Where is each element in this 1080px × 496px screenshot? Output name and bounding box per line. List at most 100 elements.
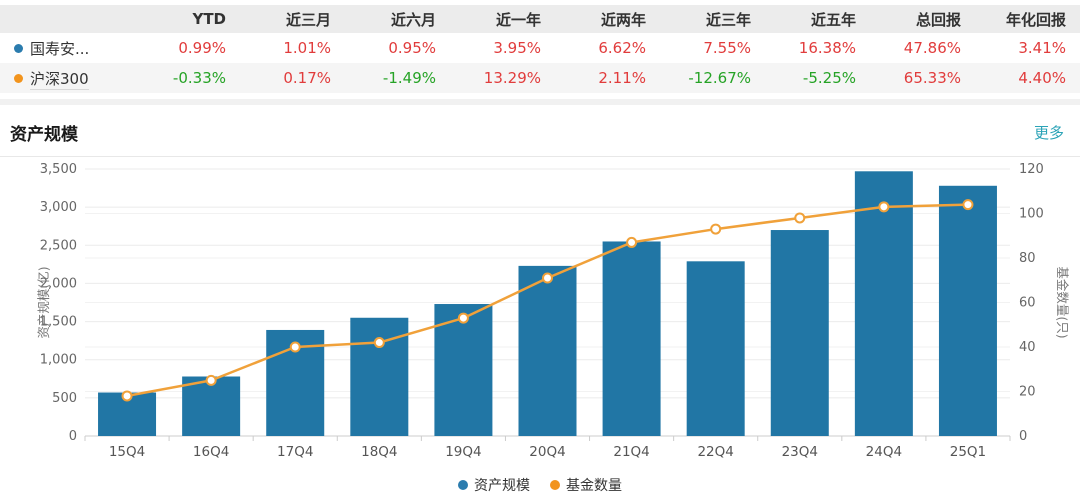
x-axis-label: 16Q4	[193, 444, 229, 460]
left-axis-title: 资产规模(亿)	[36, 266, 51, 338]
legend-item[interactable]: 资产规模	[458, 475, 530, 495]
asset-scale-card: 资产规模 更多 0 500 1,000 1,500 2,000 2,500 3,000 3,5…	[0, 105, 1080, 496]
column-header: 近六月	[345, 5, 450, 33]
right-axis-tick-label: 100	[1019, 207, 1044, 222]
more-link[interactable]: 更多	[1033, 124, 1064, 142]
table-row: 国寿安... 0.99% 1.01% 0.95% 3.95% 6.62% 7.55% 16.3…	[0, 33, 1080, 63]
line-marker	[962, 199, 974, 211]
legend-dot-icon	[550, 480, 560, 490]
column-header: 近两年	[555, 5, 660, 33]
performance-value-cell: -5.25%	[765, 63, 870, 93]
legend-dot-icon	[458, 480, 468, 490]
right-axis-tick-label: 80	[1019, 251, 1036, 266]
performance-value-cell: 0.95%	[388, 39, 436, 57]
right-axis-tick-label: 60	[1019, 296, 1036, 311]
line-marker	[542, 272, 553, 284]
right-axis-tick-label: 120	[1019, 162, 1044, 177]
right-axis-title: 基金数量(只)	[1055, 266, 1070, 338]
series-name-label: 国寿安...	[30, 39, 90, 58]
x-axis-label: 17Q4	[277, 444, 313, 460]
left-axis-tick-label: 2,500	[40, 238, 77, 253]
performance-value-cell: -12.67%	[660, 63, 765, 93]
bar	[518, 265, 577, 436]
performance-value-cell: 6.62%	[598, 39, 646, 57]
legend-label: 基金数量	[566, 478, 622, 494]
performance-value-cell: 47.86%	[903, 39, 961, 57]
column-header: 近五年	[765, 5, 870, 33]
combo-chart-svg: 0 500 1,000 1,500 2,000 2,500 3,000 3,500 0 20 40 6…	[36, 162, 1070, 460]
performance-value-cell: 0.17%	[240, 63, 345, 93]
bar	[434, 304, 493, 436]
line-marker	[373, 337, 385, 349]
left-axis-tick-label: 1,500	[40, 315, 77, 330]
x-axis-label: 20Q4	[529, 444, 565, 460]
line-marker	[878, 201, 890, 213]
column-header-name	[0, 5, 135, 33]
left-axis-tick-label: 500	[52, 391, 77, 406]
x-axis-label: 25Q1	[950, 444, 986, 460]
x-axis-label: 23Q4	[782, 444, 818, 460]
performance-value-cell: 16.38%	[798, 39, 856, 57]
line-marker	[626, 236, 638, 248]
performance-value-cell: 2.11%	[555, 63, 660, 93]
bar	[938, 185, 997, 436]
x-axis-label: 22Q4	[697, 444, 733, 460]
series-name-cell: 国寿安...	[0, 33, 135, 63]
performance-value-cell: -1.49%	[345, 63, 450, 93]
line-marker	[289, 341, 301, 353]
line-marker	[710, 223, 722, 235]
bar	[770, 230, 829, 436]
section-divider	[0, 99, 1080, 105]
legend-item[interactable]: 基金数量	[550, 475, 622, 495]
right-axis-tick-label: 40	[1019, 340, 1036, 355]
column-header: YTD	[135, 5, 240, 33]
column-header: 近三年	[660, 5, 765, 33]
bar	[686, 261, 745, 436]
performance-value-cell: 3.95%	[493, 39, 541, 57]
x-axis-label: 18Q4	[361, 444, 397, 460]
column-header: 近三月	[240, 5, 345, 33]
performance-value-cell: 13.29%	[450, 63, 555, 93]
page-title: 资产规模	[10, 125, 78, 145]
performance-table: YTD 近三月 近六月 近一年 近两年 近三年 近五年 总回报 年化回报 国寿安... 0.99%…	[0, 5, 1080, 93]
performance-value-cell: 65.33%	[870, 63, 975, 93]
performance-value-cell: -0.33%	[135, 63, 240, 93]
column-header: 近一年	[450, 5, 555, 33]
right-axis-tick-label: 20	[1019, 385, 1036, 400]
bar	[182, 376, 241, 436]
performance-value-cell: 0.99%	[178, 39, 226, 57]
bar-series	[98, 171, 997, 436]
combo-chart: 0 500 1,000 1,500 2,000 2,500 3,000 3,500 0 20 40 6…	[0, 157, 1080, 496]
table-row: 沪深300 -0.33% 0.17% -1.49% 13.29% 2.11% -12.67%…	[0, 63, 1080, 93]
legend-label: 资产规模	[474, 478, 530, 494]
line-marker	[121, 390, 133, 402]
left-axis-tick-label: 1,000	[40, 353, 77, 368]
performance-table-header-row: YTD 近三月 近六月 近一年 近两年 近三年 近五年 总回报 年化回报	[0, 5, 1080, 33]
column-header: 年化回报	[975, 5, 1080, 33]
line-marker	[794, 212, 806, 224]
performance-value-cell: 1.01%	[283, 39, 331, 57]
x-axis-label: 15Q4	[109, 444, 145, 460]
left-axis-tick-label: 3,500	[40, 162, 77, 177]
left-axis-tick-label: 2,000	[40, 276, 77, 291]
series-name-cell: 沪深300	[0, 63, 135, 93]
line-marker	[457, 312, 469, 324]
right-axis-tick-label: 0	[1019, 429, 1027, 444]
series-color-dot-icon	[14, 73, 23, 83]
x-axis-label: 24Q4	[866, 444, 902, 460]
line-markers	[121, 199, 974, 402]
column-header: 总回报	[870, 5, 975, 33]
performance-value-cell: 7.55%	[703, 39, 751, 57]
series-name-label: 沪深300	[30, 69, 89, 90]
performance-table-body: 国寿安... 0.99% 1.01% 0.95% 3.95% 6.62% 7.55% 16.3…	[0, 33, 1080, 93]
x-axis-label: 19Q4	[445, 444, 481, 460]
performance-value-cell: 4.40%	[975, 63, 1080, 93]
performance-value-cell: 3.41%	[1018, 39, 1066, 57]
card-header: 资产规模 更多	[0, 105, 1080, 157]
left-axis-tick-label: 0	[69, 429, 77, 444]
chart-legend: 资产规模 基金数量	[0, 471, 1080, 496]
series-color-dot-icon	[14, 43, 23, 53]
line-marker	[205, 374, 217, 386]
left-axis-tick-label: 3,000	[40, 200, 77, 215]
bar	[602, 241, 661, 436]
